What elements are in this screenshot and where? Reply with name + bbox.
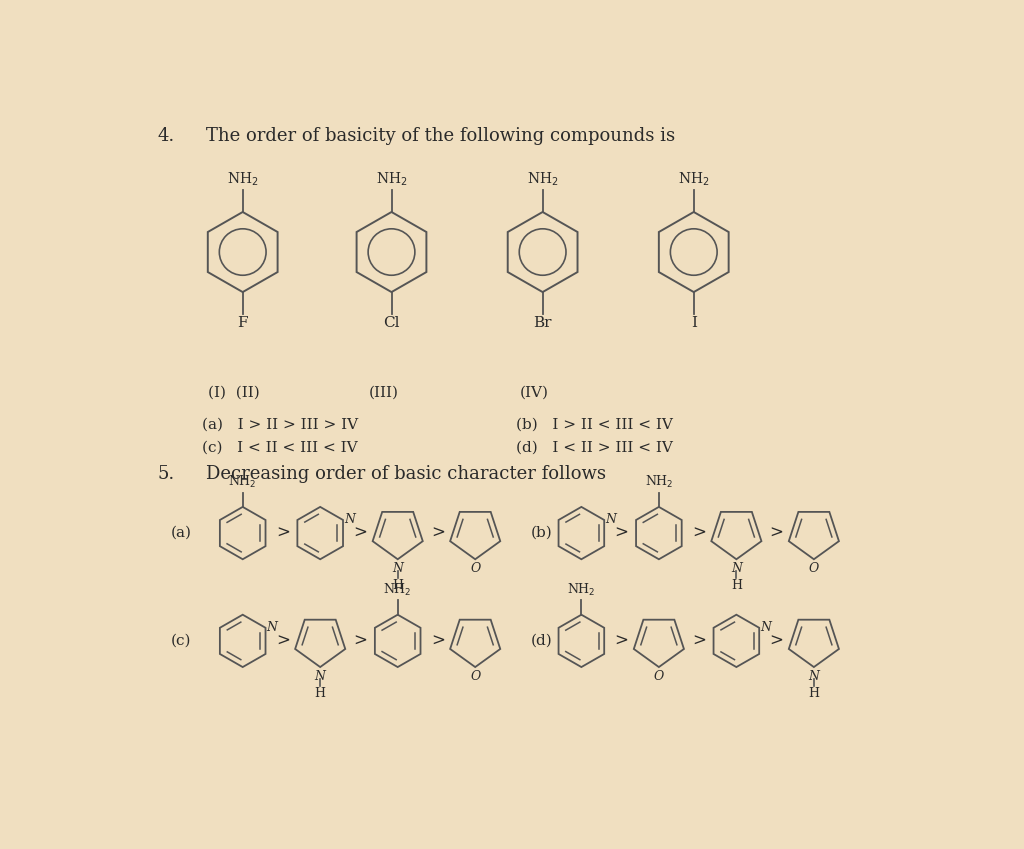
Text: >: > (276, 525, 290, 542)
Polygon shape (658, 212, 729, 292)
Text: >: > (353, 525, 368, 542)
Text: Br: Br (534, 317, 552, 330)
Text: N: N (344, 513, 355, 526)
Text: >: > (692, 633, 707, 649)
Text: (I)  (II): (I) (II) (208, 385, 259, 399)
Text: >: > (614, 633, 629, 649)
Text: >: > (770, 525, 783, 542)
Text: >: > (692, 525, 707, 542)
Text: O: O (470, 670, 480, 683)
Text: 5.: 5. (158, 465, 175, 483)
Text: H: H (392, 579, 403, 593)
Text: (c)   I < II < III < IV: (c) I < II < III < IV (202, 441, 357, 455)
Text: H: H (314, 687, 326, 700)
Text: (b): (b) (531, 526, 553, 540)
Polygon shape (508, 212, 578, 292)
Text: >: > (353, 633, 368, 649)
Text: >: > (431, 633, 445, 649)
Text: >: > (431, 525, 445, 542)
Text: NH$_2$: NH$_2$ (376, 171, 408, 188)
Text: (c): (c) (171, 634, 191, 648)
Polygon shape (297, 507, 343, 559)
Polygon shape (558, 507, 604, 559)
Polygon shape (220, 507, 265, 559)
Polygon shape (356, 212, 426, 292)
Text: N: N (731, 562, 741, 576)
Text: NH$_2$: NH$_2$ (567, 582, 596, 598)
Polygon shape (788, 620, 839, 667)
Text: N: N (605, 513, 616, 526)
Text: NH$_2$: NH$_2$ (383, 582, 412, 598)
Text: I: I (691, 317, 696, 330)
Text: >: > (276, 633, 290, 649)
Text: The order of basicity of the following compounds is: The order of basicity of the following c… (206, 127, 675, 144)
Polygon shape (220, 615, 265, 667)
Text: (d)   I < II > III < IV: (d) I < II > III < IV (515, 441, 673, 455)
Text: NH$_2$: NH$_2$ (678, 171, 710, 188)
Text: N: N (761, 621, 771, 633)
Text: >: > (770, 633, 783, 649)
Text: (III): (III) (369, 385, 398, 399)
Text: O: O (809, 562, 819, 576)
Polygon shape (451, 512, 501, 559)
Polygon shape (375, 615, 421, 667)
Text: NH$_2$: NH$_2$ (227, 171, 258, 188)
Text: 4.: 4. (158, 127, 175, 144)
Text: N: N (808, 670, 819, 683)
Polygon shape (208, 212, 278, 292)
Text: O: O (470, 562, 480, 576)
Polygon shape (451, 620, 501, 667)
Polygon shape (634, 620, 684, 667)
Polygon shape (714, 615, 759, 667)
Text: (IV): (IV) (520, 385, 549, 399)
Text: (a): (a) (171, 526, 191, 540)
Polygon shape (373, 512, 423, 559)
Text: H: H (808, 687, 819, 700)
Text: (d): (d) (531, 634, 553, 648)
Polygon shape (712, 512, 762, 559)
Text: NH$_2$: NH$_2$ (228, 474, 257, 490)
Text: (a)   I > II > III > IV: (a) I > II > III > IV (202, 418, 357, 431)
Text: >: > (614, 525, 629, 542)
Text: N: N (392, 562, 403, 576)
Polygon shape (295, 620, 345, 667)
Polygon shape (558, 615, 604, 667)
Text: (b)   I > II < III < IV: (b) I > II < III < IV (515, 418, 673, 431)
Text: NH$_2$: NH$_2$ (526, 171, 558, 188)
Text: N: N (266, 621, 278, 633)
Polygon shape (788, 512, 839, 559)
Text: O: O (653, 670, 664, 683)
Text: N: N (314, 670, 326, 683)
Text: NH$_2$: NH$_2$ (644, 474, 673, 490)
Text: Decreasing order of basic character follows: Decreasing order of basic character foll… (206, 465, 605, 483)
Text: F: F (238, 317, 248, 330)
Text: Cl: Cl (383, 317, 399, 330)
Polygon shape (636, 507, 682, 559)
Text: H: H (731, 579, 741, 593)
